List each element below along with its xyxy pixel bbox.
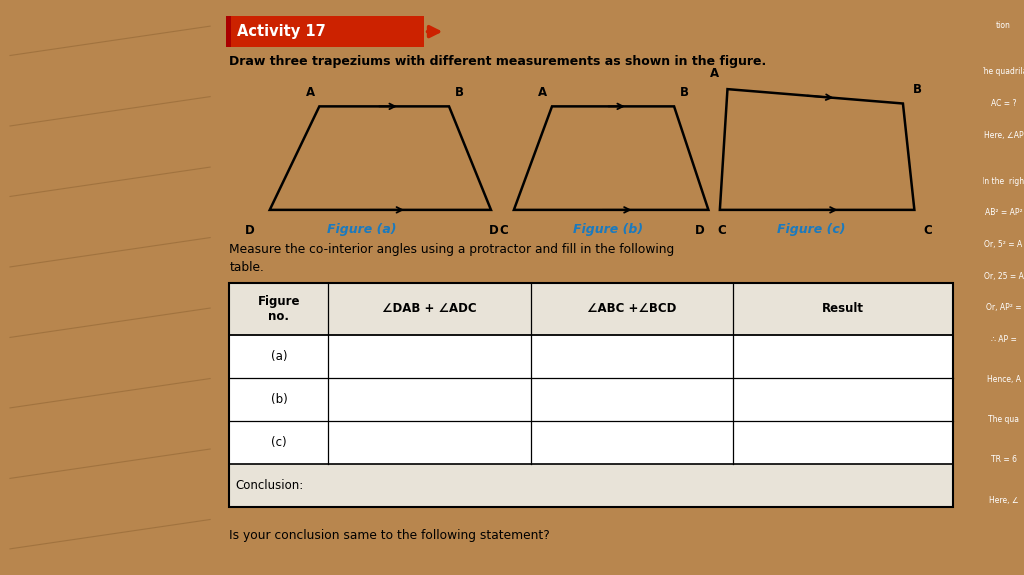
Text: Or, AP² =: Or, AP² = bbox=[986, 303, 1021, 312]
Bar bbox=[229, 335, 952, 464]
Text: D: D bbox=[245, 224, 255, 236]
Bar bbox=[229, 464, 952, 507]
Text: C: C bbox=[717, 224, 726, 236]
Text: Here, ∠AP: Here, ∠AP bbox=[984, 131, 1023, 140]
Text: In the  righ: In the righ bbox=[982, 177, 1024, 186]
Text: AC = ?: AC = ? bbox=[991, 99, 1016, 108]
Text: Draw three trapeziums with different measurements as shown in the figure.: Draw three trapeziums with different mea… bbox=[229, 55, 767, 68]
Text: B: B bbox=[456, 86, 464, 98]
Text: Measure the co-interior angles using a protractor and fill in the following
tabl: Measure the co-interior angles using a p… bbox=[229, 243, 675, 274]
Text: Conclusion:: Conclusion: bbox=[236, 479, 304, 492]
Text: The qua: The qua bbox=[988, 415, 1019, 424]
Text: B: B bbox=[680, 86, 689, 98]
Text: Here, ∠: Here, ∠ bbox=[988, 496, 1019, 505]
Text: The quadrila: The quadrila bbox=[979, 67, 1024, 76]
Text: tion: tion bbox=[996, 21, 1011, 30]
Text: Hence, A: Hence, A bbox=[986, 375, 1021, 384]
Text: Figure (a): Figure (a) bbox=[327, 224, 396, 236]
Bar bbox=[229, 283, 952, 335]
Text: Figure (c): Figure (c) bbox=[777, 224, 846, 236]
Text: Or, 25 = A: Or, 25 = A bbox=[984, 271, 1023, 281]
FancyBboxPatch shape bbox=[226, 16, 230, 47]
Text: D: D bbox=[695, 224, 705, 236]
Text: A: A bbox=[710, 67, 719, 79]
FancyBboxPatch shape bbox=[229, 16, 424, 47]
Text: Figure (b): Figure (b) bbox=[572, 224, 643, 236]
Text: TR = 6: TR = 6 bbox=[990, 455, 1017, 465]
Text: ∴ AP =: ∴ AP = bbox=[990, 335, 1017, 344]
Text: A: A bbox=[305, 86, 314, 98]
Text: C: C bbox=[500, 224, 508, 236]
Text: Or, 5² = A: Or, 5² = A bbox=[984, 240, 1023, 249]
Text: A: A bbox=[539, 86, 548, 98]
Text: Figure
no.: Figure no. bbox=[258, 295, 300, 323]
Text: B: B bbox=[913, 83, 922, 95]
Text: (c): (c) bbox=[271, 436, 287, 449]
Text: (b): (b) bbox=[270, 393, 288, 406]
Text: AB² = AP²: AB² = AP² bbox=[985, 208, 1022, 217]
Text: Result: Result bbox=[821, 302, 863, 315]
Text: D: D bbox=[489, 224, 499, 236]
Text: Activity 17: Activity 17 bbox=[237, 24, 326, 39]
Text: ∠DAB + ∠ADC: ∠DAB + ∠ADC bbox=[382, 302, 477, 315]
Text: C: C bbox=[923, 224, 932, 236]
Text: Is your conclusion same to the following statement?: Is your conclusion same to the following… bbox=[229, 530, 550, 542]
Text: (a): (a) bbox=[270, 350, 287, 363]
Text: ∠ABC +∠BCD: ∠ABC +∠BCD bbox=[587, 302, 677, 315]
Bar bbox=[229, 283, 952, 507]
